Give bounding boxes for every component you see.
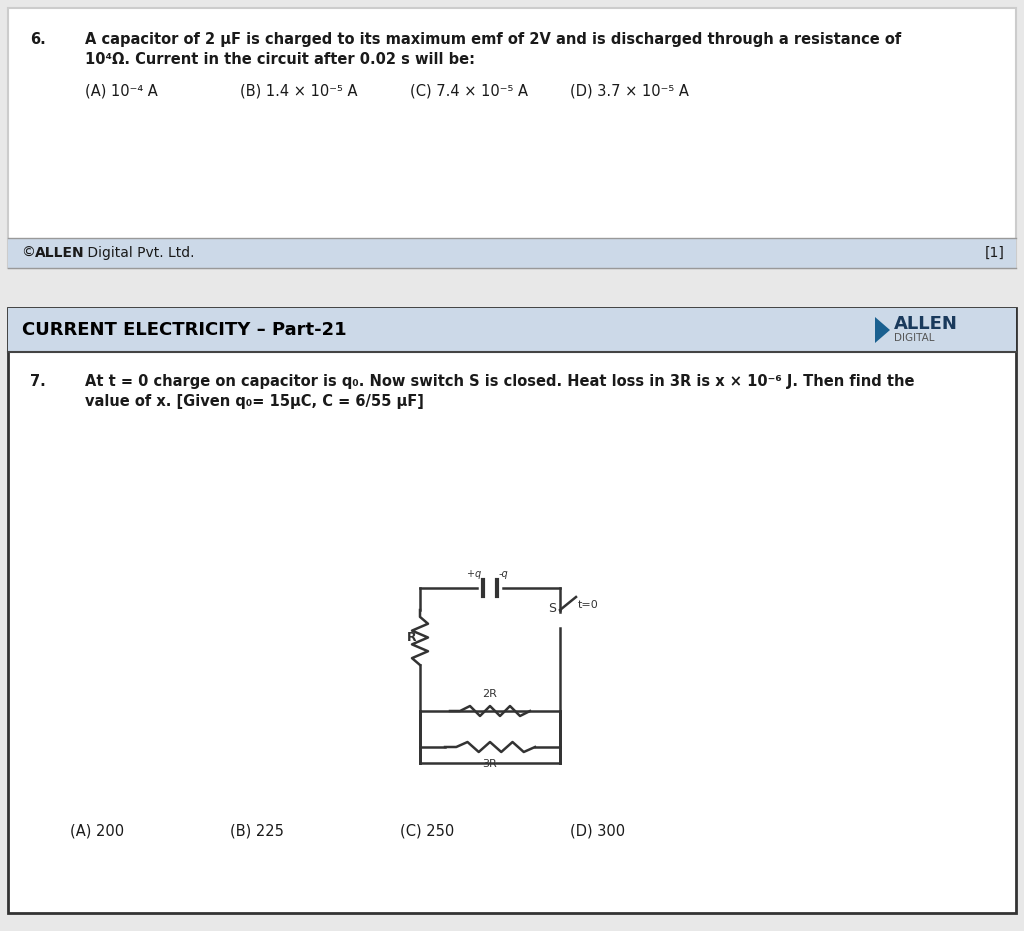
Text: (B) 225: (B) 225 [230, 824, 284, 839]
Text: Digital Pvt. Ltd.: Digital Pvt. Ltd. [83, 246, 195, 260]
Text: DIGITAL: DIGITAL [894, 333, 935, 343]
Text: (C) 250: (C) 250 [400, 824, 455, 839]
Text: ALLEN: ALLEN [894, 315, 957, 333]
Text: [1]: [1] [985, 246, 1005, 260]
Text: (D) 300: (D) 300 [570, 824, 625, 839]
Bar [8, 238, 1016, 268]
Bar [8, 308, 1016, 352]
Text: 10⁴Ω. Current in the circuit after 0.02 s will be:: 10⁴Ω. Current in the circuit after 0.02 … [85, 52, 475, 67]
Text: At t = 0 charge on capacitor is q₀. Now switch S is closed. Heat loss in 3R is x: At t = 0 charge on capacitor is q₀. Now … [85, 374, 914, 389]
Text: S: S [548, 601, 556, 614]
Text: ©: © [22, 246, 40, 260]
Text: 3R: 3R [482, 759, 498, 769]
Text: (C) 7.4 × 10⁻⁵ A: (C) 7.4 × 10⁻⁵ A [410, 84, 528, 99]
Text: ALLEN: ALLEN [35, 246, 85, 260]
Text: R: R [407, 631, 416, 644]
Text: 2R: 2R [482, 689, 498, 699]
Text: 7.: 7. [30, 374, 46, 389]
Text: -q: -q [499, 569, 509, 579]
Text: value of x. [Given q₀= 15μC, C = 6/55 μF]: value of x. [Given q₀= 15μC, C = 6/55 μF… [85, 394, 424, 409]
Text: q: q [475, 569, 481, 579]
Text: (A) 200: (A) 200 [70, 824, 124, 839]
Text: +: + [466, 569, 474, 579]
Text: t=0: t=0 [578, 600, 599, 610]
Polygon shape [874, 317, 890, 343]
Text: 6.: 6. [30, 32, 46, 47]
Bar [8, 308, 1016, 913]
Text: (A) 10⁻⁴ A: (A) 10⁻⁴ A [85, 84, 158, 99]
Text: (B) 1.4 × 10⁻⁵ A: (B) 1.4 × 10⁻⁵ A [240, 84, 357, 99]
Text: A capacitor of 2 μF is charged to its maximum emf of 2V and is discharged throug: A capacitor of 2 μF is charged to its ma… [85, 32, 901, 47]
Text: CURRENT ELECTRICITY – Part-21: CURRENT ELECTRICITY – Part-21 [22, 321, 347, 339]
Text: (D) 3.7 × 10⁻⁵ A: (D) 3.7 × 10⁻⁵ A [570, 84, 689, 99]
Bar [8, 8, 1016, 268]
